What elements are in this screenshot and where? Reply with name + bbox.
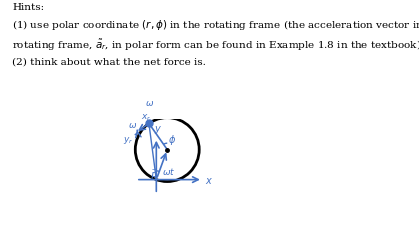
Text: $x$: $x$: [205, 175, 213, 185]
Text: $\vec{R}$: $\vec{R}$: [150, 167, 158, 183]
Text: $\omega t$: $\omega t$: [162, 165, 176, 176]
Text: $\omega$: $\omega$: [145, 99, 154, 108]
Text: $\phi$: $\phi$: [168, 132, 176, 146]
Text: $x_r$: $x_r$: [141, 112, 151, 122]
Text: $y$: $y$: [154, 124, 162, 136]
Text: $\omega$: $\omega$: [128, 120, 137, 129]
Text: Hints:
(1) use polar coordinate $(r, \phi)$ in the rotating frame (the accelerat: Hints: (1) use polar coordinate $(r, \ph…: [13, 3, 419, 66]
Text: $y_r$: $y_r$: [123, 134, 134, 145]
